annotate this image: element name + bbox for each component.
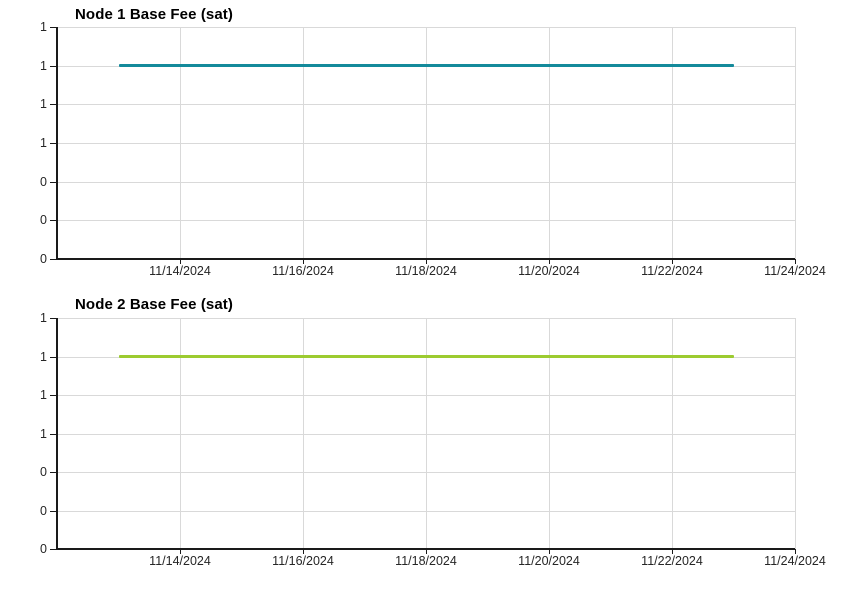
gridline-vertical <box>302 318 304 549</box>
y-tick-label: 0 <box>40 213 47 228</box>
x-axis-tick <box>548 549 550 554</box>
y-tick-label: 0 <box>40 174 47 189</box>
x-axis-tick <box>548 259 550 264</box>
plot-area: 1 1 1 1 0 0 0 11/14/2024 11/16/2024 11/18/2024 11/… <box>40 20 826 278</box>
gridline-vertical <box>548 318 550 549</box>
x-tick-label: 11/22/2024 <box>641 554 703 568</box>
y-axis-tick <box>50 259 56 260</box>
chart-node1-base-fee: Node 1 Base Fee (sat) 1 1 1 1 0 0 0 11/14/2024 1… <box>0 0 860 290</box>
y-axis-tick <box>50 472 56 473</box>
y-axis-tick <box>50 27 56 28</box>
gridline-vertical <box>794 318 796 549</box>
gridline-vertical <box>671 27 673 259</box>
x-tick-label: 11/16/2024 <box>272 554 334 568</box>
gridline-vertical <box>179 318 181 549</box>
gridline-vertical <box>179 27 181 259</box>
y-tick-label: 1 <box>40 349 47 364</box>
chart-title: Node 2 Base Fee (sat) <box>75 296 233 313</box>
x-axis-tick <box>179 259 181 264</box>
x-axis-tick <box>302 259 304 264</box>
y-tick-label: 1 <box>40 58 47 73</box>
series-line-node-2-base-fee <box>118 355 734 358</box>
y-axis-line <box>56 27 58 259</box>
x-axis-tick <box>425 259 427 264</box>
x-tick-label: 11/24/2024 <box>764 264 826 278</box>
series-line-node-1-base-fee <box>118 64 734 68</box>
y-axis-line <box>56 318 58 549</box>
y-tick-label: 0 <box>40 503 47 518</box>
y-axis-tick <box>50 395 56 396</box>
y-axis-tick <box>50 181 56 183</box>
gridline-vertical <box>794 27 796 259</box>
x-tick-label: 11/16/2024 <box>272 264 334 278</box>
y-tick-label: 1 <box>40 20 47 34</box>
gridline-vertical <box>302 27 304 259</box>
x-axis-tick <box>179 549 181 554</box>
chart-node2-base-fee: Node 2 Base Fee (sat) 1 1 1 1 0 0 0 11/14/2024 1… <box>0 290 860 600</box>
x-tick-label: 11/18/2024 <box>395 264 457 278</box>
gridline-vertical <box>671 318 673 549</box>
y-axis-tick <box>50 356 56 358</box>
x-tick-label: 11/14/2024 <box>149 554 211 568</box>
x-axis-tick <box>794 259 796 264</box>
y-axis-tick <box>50 65 56 67</box>
x-tick-label: 11/20/2024 <box>518 554 580 568</box>
y-tick-label: 1 <box>40 388 47 402</box>
gridline-vertical <box>548 27 550 259</box>
gridline-vertical <box>425 318 427 549</box>
x-axis-tick <box>671 549 673 554</box>
y-tick-label: 1 <box>40 136 47 150</box>
y-tick-label: 1 <box>40 97 47 112</box>
x-tick-label: 11/20/2024 <box>518 264 580 278</box>
x-axis-tick <box>302 549 304 554</box>
y-tick-label: 0 <box>40 465 47 479</box>
x-tick-label: 11/24/2024 <box>764 554 826 568</box>
y-tick-label: 0 <box>40 252 47 266</box>
y-axis-tick <box>50 104 56 106</box>
x-axis-line <box>56 548 795 550</box>
x-tick-label: 11/14/2024 <box>149 264 211 278</box>
y-tick-label: 1 <box>40 426 47 441</box>
y-axis-tick <box>50 549 56 550</box>
chart-title: Node 1 Base Fee (sat) <box>75 6 233 23</box>
x-tick-label: 11/18/2024 <box>395 554 457 568</box>
x-axis-tick <box>425 549 427 554</box>
y-axis-tick <box>50 510 56 512</box>
y-tick-label: 0 <box>40 542 47 556</box>
plot-area: 1 1 1 1 0 0 0 11/14/2024 11/16/2024 11/18/2024 11/… <box>40 311 826 568</box>
x-axis-line <box>56 258 795 260</box>
y-axis-tick <box>50 220 56 222</box>
y-axis-tick <box>50 433 56 435</box>
y-axis-tick <box>50 143 56 144</box>
x-axis-tick <box>671 259 673 264</box>
gridline-vertical <box>425 27 427 259</box>
x-axis-tick <box>794 549 796 554</box>
x-tick-label: 11/22/2024 <box>641 264 703 278</box>
y-axis-tick <box>50 318 56 319</box>
y-tick-label: 1 <box>40 311 47 325</box>
